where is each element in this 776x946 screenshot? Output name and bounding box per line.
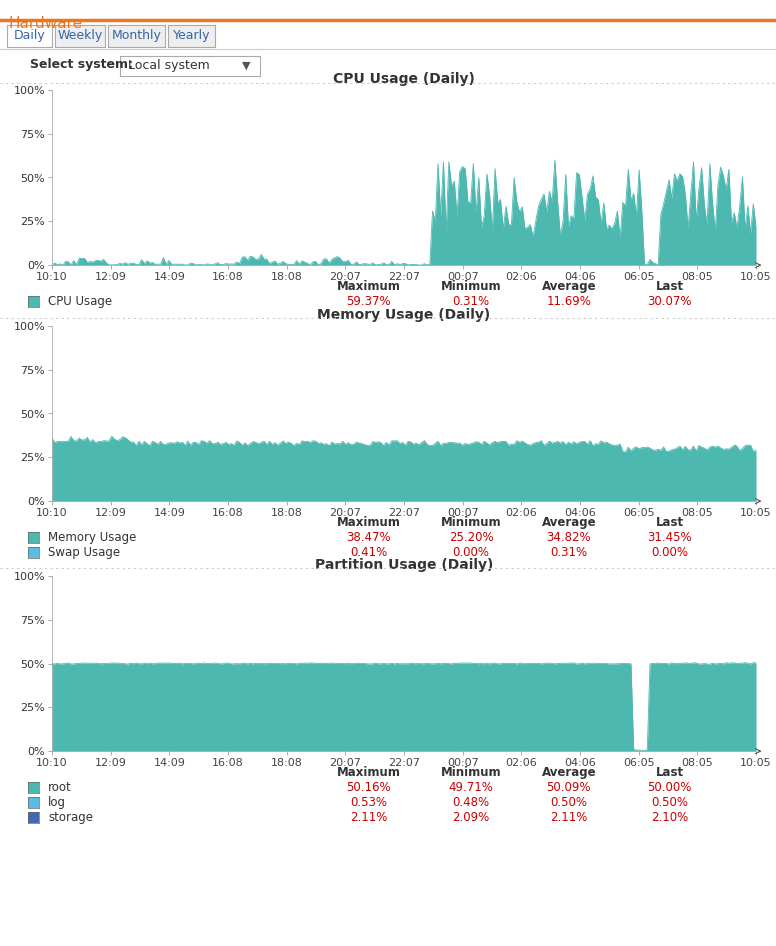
Text: 2.11%: 2.11% <box>350 811 387 824</box>
Title: Memory Usage (Daily): Memory Usage (Daily) <box>317 308 490 322</box>
Text: 50.09%: 50.09% <box>546 781 591 794</box>
Text: 59.37%: 59.37% <box>346 295 391 308</box>
Text: log: log <box>48 796 66 809</box>
Text: 0.41%: 0.41% <box>350 546 387 559</box>
Text: 25.20%: 25.20% <box>449 531 494 544</box>
Text: 50.16%: 50.16% <box>346 781 391 794</box>
Text: Average: Average <box>542 280 596 293</box>
Text: 34.82%: 34.82% <box>546 531 591 544</box>
Text: 0.31%: 0.31% <box>550 546 587 559</box>
Text: 38.47%: 38.47% <box>346 531 391 544</box>
Text: root: root <box>48 781 71 794</box>
Text: 30.07%: 30.07% <box>647 295 692 308</box>
Text: Hardware: Hardware <box>8 16 82 31</box>
Text: 0.48%: 0.48% <box>452 796 490 809</box>
Text: 0.50%: 0.50% <box>550 796 587 809</box>
Text: Average: Average <box>542 516 596 529</box>
Text: 0.31%: 0.31% <box>452 295 490 308</box>
Text: ▼: ▼ <box>241 61 250 71</box>
Text: Swap Usage: Swap Usage <box>48 546 120 559</box>
Text: 2.11%: 2.11% <box>550 811 587 824</box>
Text: 0.00%: 0.00% <box>651 546 688 559</box>
Text: 2.09%: 2.09% <box>452 811 490 824</box>
Text: CPU Usage: CPU Usage <box>48 295 112 308</box>
Text: Maximum: Maximum <box>337 280 400 293</box>
Text: 0.53%: 0.53% <box>350 796 387 809</box>
Text: Minimum: Minimum <box>441 516 501 529</box>
Text: Average: Average <box>542 766 596 779</box>
Text: Local system: Local system <box>128 60 210 73</box>
Text: storage: storage <box>48 811 93 824</box>
Text: Minimum: Minimum <box>441 766 501 779</box>
Text: Memory Usage: Memory Usage <box>48 531 137 544</box>
Text: 50.00%: 50.00% <box>647 781 692 794</box>
Text: Weekly: Weekly <box>57 29 102 43</box>
Title: Partition Usage (Daily): Partition Usage (Daily) <box>315 558 494 572</box>
Text: Last: Last <box>656 280 684 293</box>
Text: Daily: Daily <box>14 29 45 43</box>
Text: Minimum: Minimum <box>441 280 501 293</box>
Text: 0.00%: 0.00% <box>452 546 490 559</box>
Text: 0.50%: 0.50% <box>651 796 688 809</box>
Text: 11.69%: 11.69% <box>546 295 591 308</box>
Text: Monthly: Monthly <box>112 29 161 43</box>
Text: Maximum: Maximum <box>337 516 400 529</box>
Text: Yearly: Yearly <box>173 29 210 43</box>
Text: 31.45%: 31.45% <box>647 531 692 544</box>
Text: 2.10%: 2.10% <box>651 811 688 824</box>
Text: Maximum: Maximum <box>337 766 400 779</box>
Text: Select system:: Select system: <box>30 58 133 71</box>
Text: Last: Last <box>656 516 684 529</box>
Title: CPU Usage (Daily): CPU Usage (Daily) <box>333 72 475 86</box>
Text: 49.71%: 49.71% <box>449 781 494 794</box>
Text: Last: Last <box>656 766 684 779</box>
